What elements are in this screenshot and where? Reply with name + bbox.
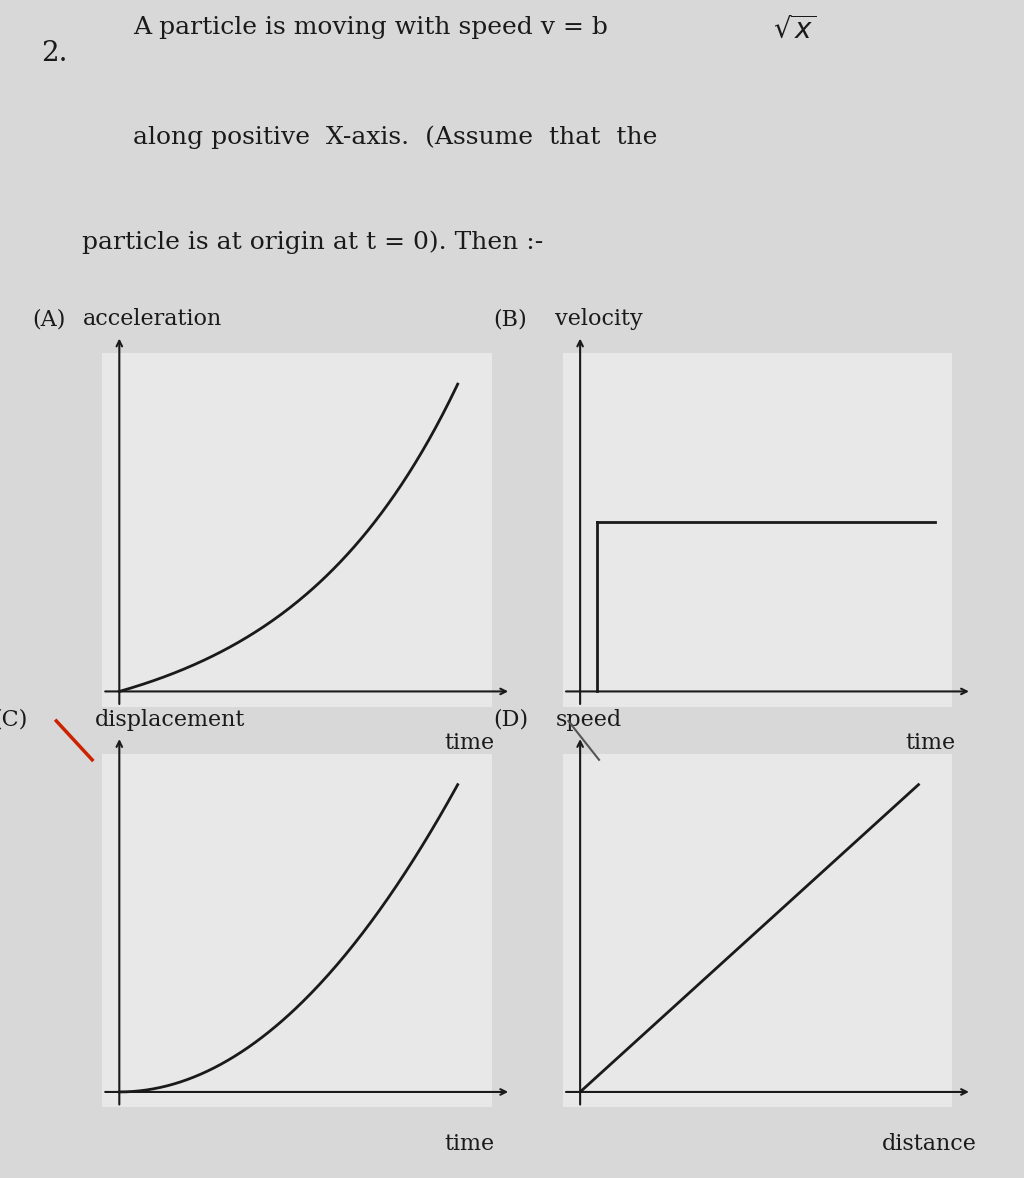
Text: (A): (A) — [33, 309, 66, 330]
Text: (C): (C) — [0, 709, 28, 730]
Text: along positive  X-axis.  (Assume  that  the: along positive X-axis. (Assume that the — [133, 125, 657, 148]
Text: time: time — [444, 1133, 495, 1154]
Text: $\sqrt{x}$: $\sqrt{x}$ — [773, 16, 816, 45]
Text: displacement: displacement — [94, 709, 245, 730]
Text: (B): (B) — [494, 309, 527, 330]
Text: distance: distance — [883, 1133, 977, 1154]
Text: particle is at origin at t = 0). Then :-: particle is at origin at t = 0). Then :- — [82, 231, 543, 254]
Text: time: time — [444, 733, 495, 754]
Text: A particle is moving with speed v = b: A particle is moving with speed v = b — [133, 16, 608, 40]
Text: speed: speed — [555, 709, 622, 730]
Text: velocity: velocity — [555, 309, 643, 330]
Text: time: time — [905, 733, 955, 754]
Text: (D): (D) — [494, 709, 528, 730]
Text: 2.: 2. — [41, 40, 68, 67]
Text: acceleration: acceleration — [83, 309, 222, 330]
